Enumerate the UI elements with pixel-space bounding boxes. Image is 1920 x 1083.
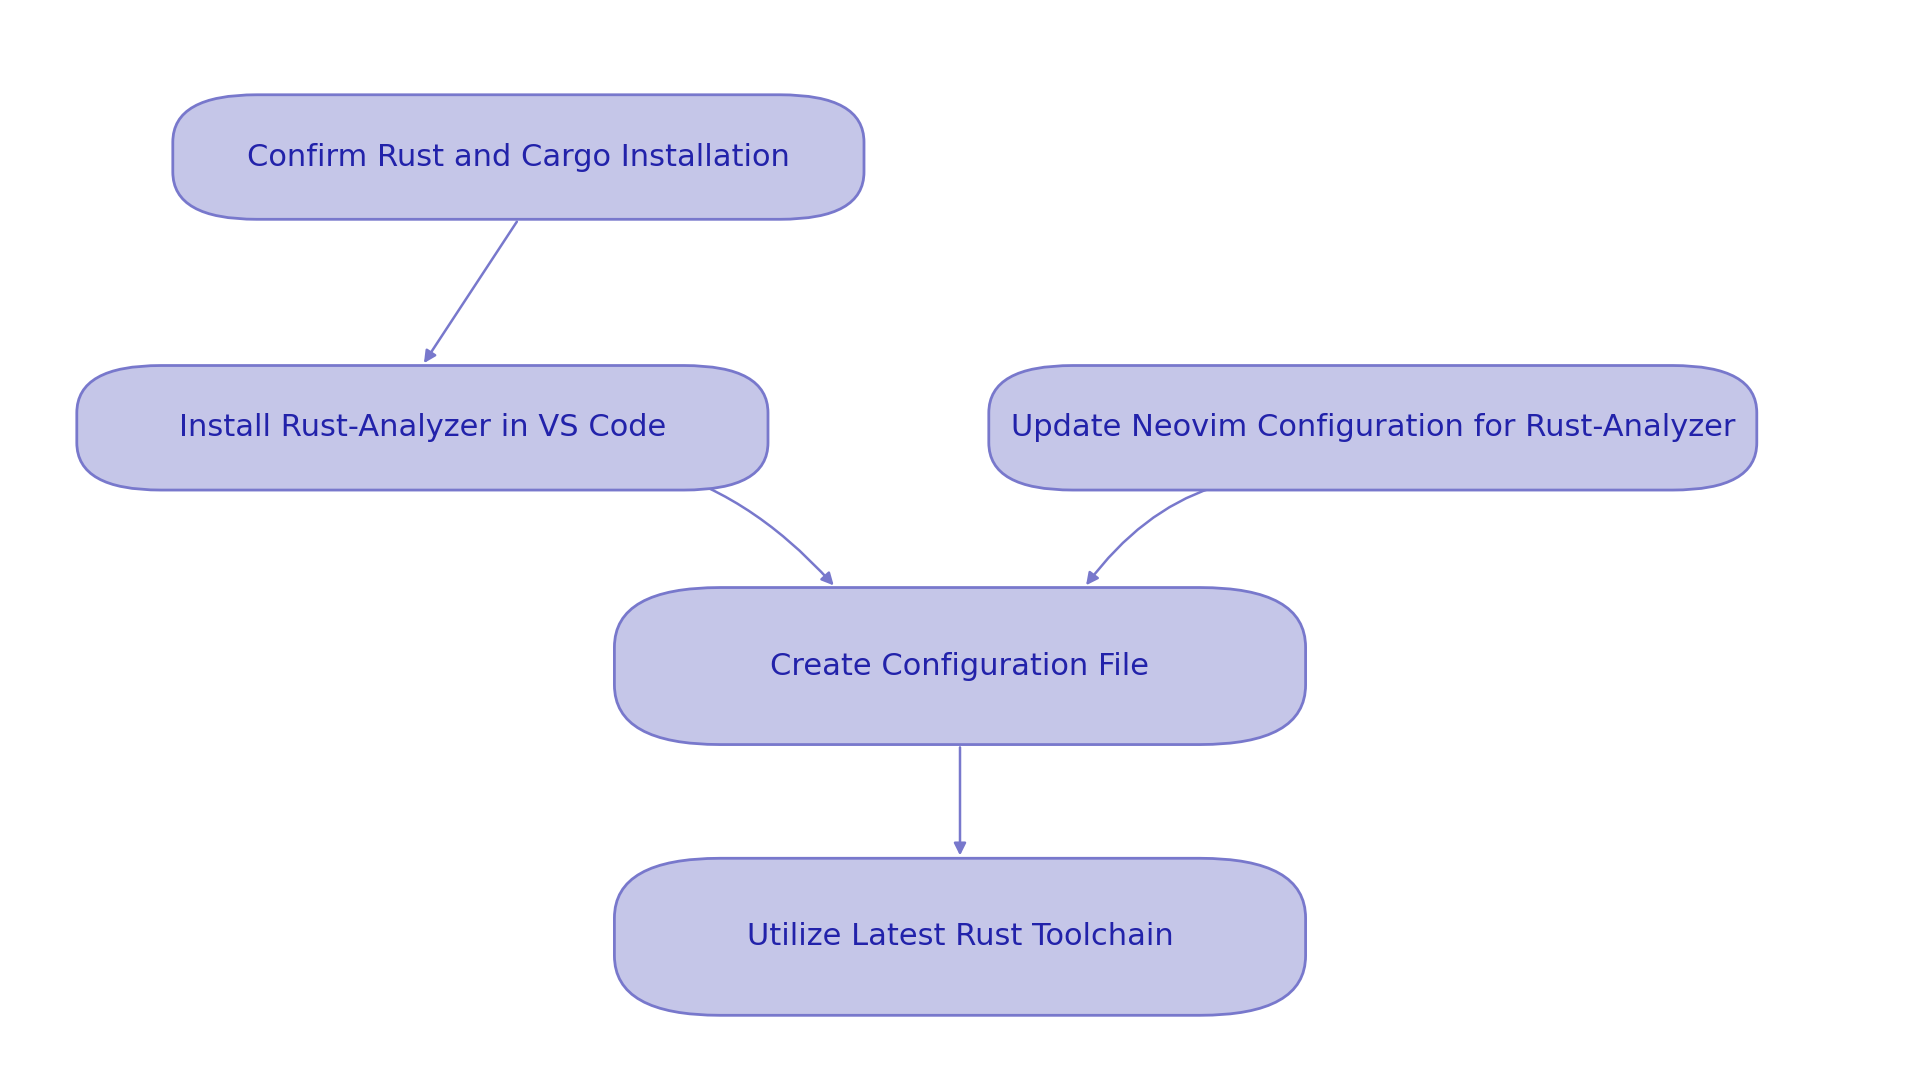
- FancyBboxPatch shape: [614, 587, 1306, 745]
- Text: Create Configuration File: Create Configuration File: [770, 652, 1150, 680]
- FancyBboxPatch shape: [989, 366, 1757, 490]
- Text: Update Neovim Configuration for Rust-Analyzer: Update Neovim Configuration for Rust-Ana…: [1010, 414, 1736, 442]
- Text: Confirm Rust and Cargo Installation: Confirm Rust and Cargo Installation: [248, 143, 789, 171]
- FancyBboxPatch shape: [614, 858, 1306, 1016]
- FancyBboxPatch shape: [77, 366, 768, 490]
- Text: Utilize Latest Rust Toolchain: Utilize Latest Rust Toolchain: [747, 923, 1173, 951]
- FancyBboxPatch shape: [173, 95, 864, 219]
- Text: Install Rust-Analyzer in VS Code: Install Rust-Analyzer in VS Code: [179, 414, 666, 442]
